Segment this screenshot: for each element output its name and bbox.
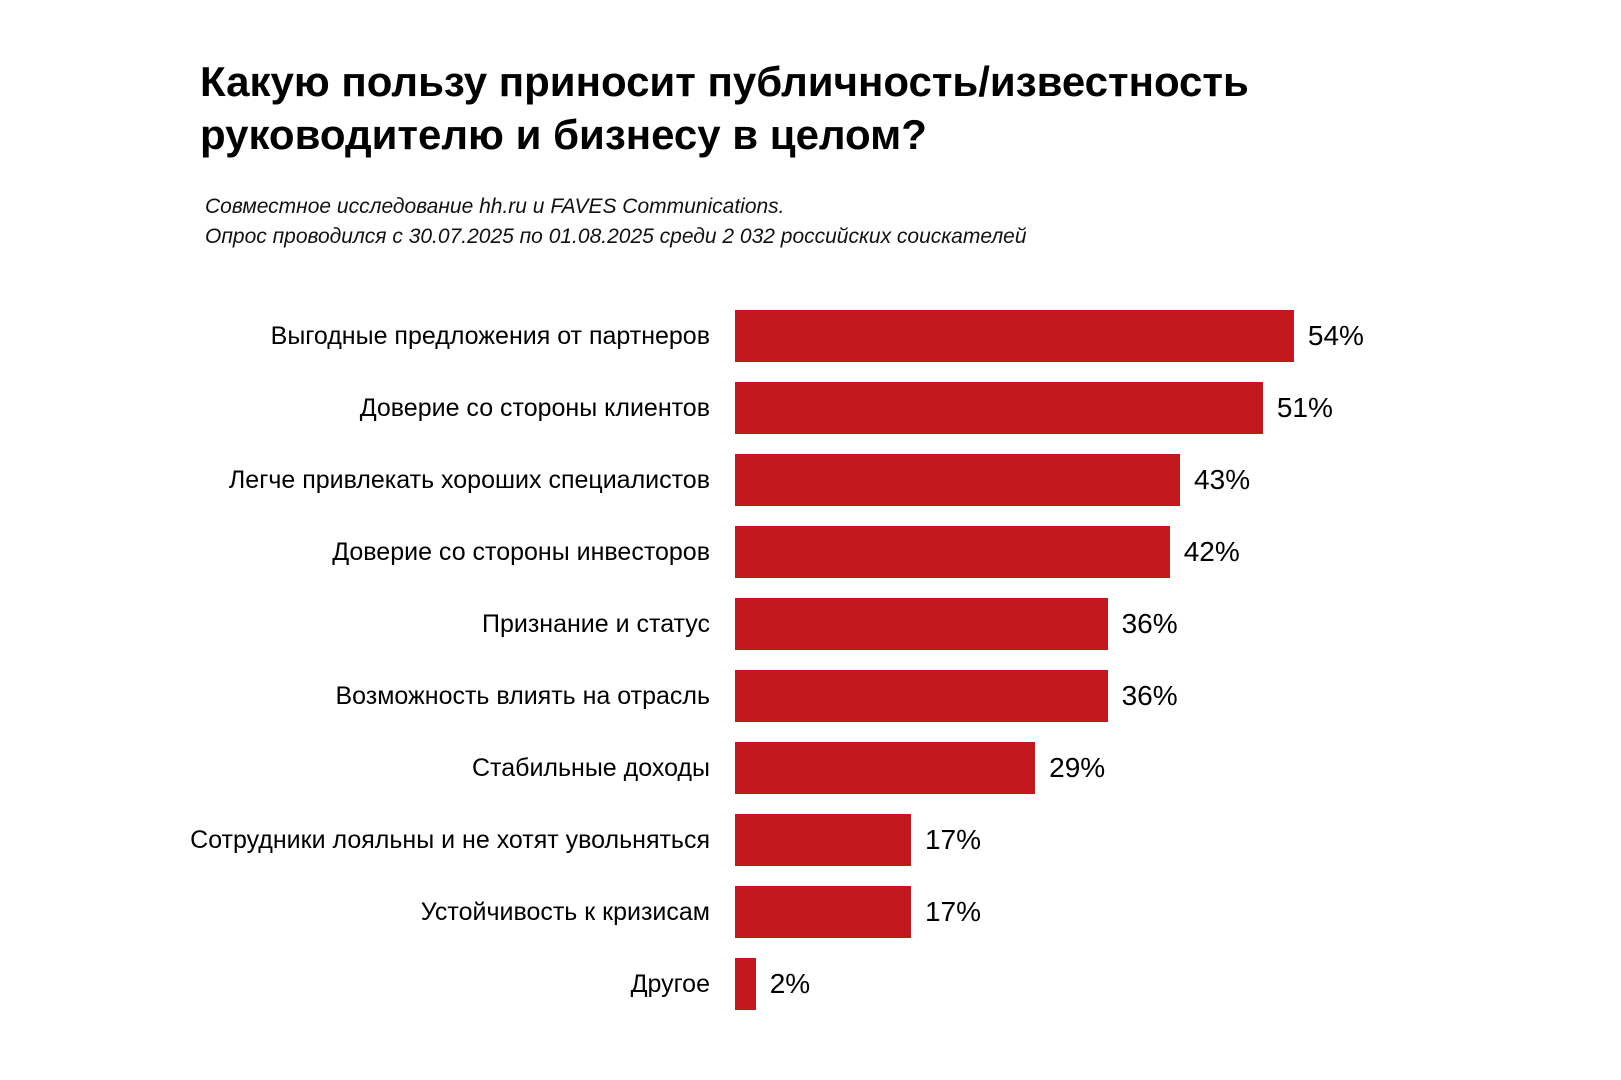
bar	[735, 598, 1108, 650]
value-label: 17%	[924, 896, 981, 927]
bar-area: 36%	[735, 598, 1621, 650]
chart-title: Какую пользу приносит публичность/извест…	[200, 58, 1249, 158]
bar	[735, 526, 1170, 578]
bar-label: Доверие со стороны клиентов	[359, 394, 710, 422]
bar	[735, 814, 911, 866]
bar-label: Признание и статус	[481, 610, 710, 638]
bar-area: 51%	[735, 382, 1621, 434]
bar-area: 2%	[735, 958, 1621, 1010]
bar-row: Доверие со стороны клиентов 51%	[0, 382, 1621, 434]
chart-subtitle: Совместное исследование hh.ru и FAVES Co…	[205, 192, 1355, 253]
bar-label: Выгодные предложения от партнеров	[270, 322, 710, 350]
bar-row: Доверие со стороны инвесторов 42%	[0, 526, 1621, 578]
bar-area: 17%	[735, 814, 1621, 866]
bar	[735, 454, 1181, 506]
bar	[735, 742, 1036, 794]
bar-area: 17%	[735, 886, 1621, 938]
bar-area: 29%	[735, 742, 1621, 794]
bar-row: Другое 2%	[0, 958, 1621, 1010]
bar-label: Стабильные доходы	[472, 754, 710, 782]
bar-row: Устойчивость к кризисам 17%	[0, 886, 1621, 938]
value-label: 36%	[1121, 608, 1178, 639]
bar-label: Сотрудники лояльны и не хотят увольнятьс…	[190, 826, 710, 854]
bar-row: Возможность влиять на отрасль 36%	[0, 670, 1621, 722]
value-label: 36%	[1121, 680, 1178, 711]
bar	[735, 958, 756, 1010]
bar-label: Другое	[630, 970, 710, 998]
chart-subtitle-line2: Опрос проводился с 30.07.2025 по 01.08.2…	[205, 225, 1027, 249]
bar	[735, 310, 1294, 362]
value-label: 54%	[1307, 320, 1364, 351]
value-label: 29%	[1049, 752, 1106, 783]
bar-area: 43%	[735, 454, 1621, 506]
chart-subtitle-line1: Совместное исследование hh.ru и FAVES Co…	[205, 195, 785, 218]
bar	[735, 886, 911, 938]
bar-row: Стабильные доходы 29%	[0, 742, 1621, 794]
bar-label: Устойчивость к кризисам	[420, 898, 710, 926]
bar-row: Признание и статус 36%	[0, 598, 1621, 650]
bar-row: Выгодные предложения от партнеров 54%	[0, 310, 1621, 362]
value-label: 42%	[1183, 536, 1240, 567]
bar	[735, 382, 1263, 434]
bar-area: 54%	[735, 310, 1621, 362]
value-label: 17%	[924, 824, 981, 855]
bar-row: Сотрудники лояльны и не хотят увольнятьс…	[0, 814, 1621, 866]
value-label: 43%	[1194, 464, 1251, 495]
value-label: 51%	[1276, 392, 1333, 423]
bar-area: 36%	[735, 670, 1621, 722]
bar-label: Возможность влиять на отрасль	[335, 682, 710, 710]
bar-row: Легче привлекать хороших специалистов 43…	[0, 454, 1621, 506]
value-label: 2%	[769, 968, 811, 999]
bar-chart: Выгодные предложения от партнеров 54% До…	[0, 310, 1621, 1030]
bar	[735, 670, 1108, 722]
bar-label: Легче привлекать хороших специалистов	[228, 466, 710, 494]
bar-label: Доверие со стороны инвесторов	[332, 538, 710, 566]
bar-area: 42%	[735, 526, 1621, 578]
